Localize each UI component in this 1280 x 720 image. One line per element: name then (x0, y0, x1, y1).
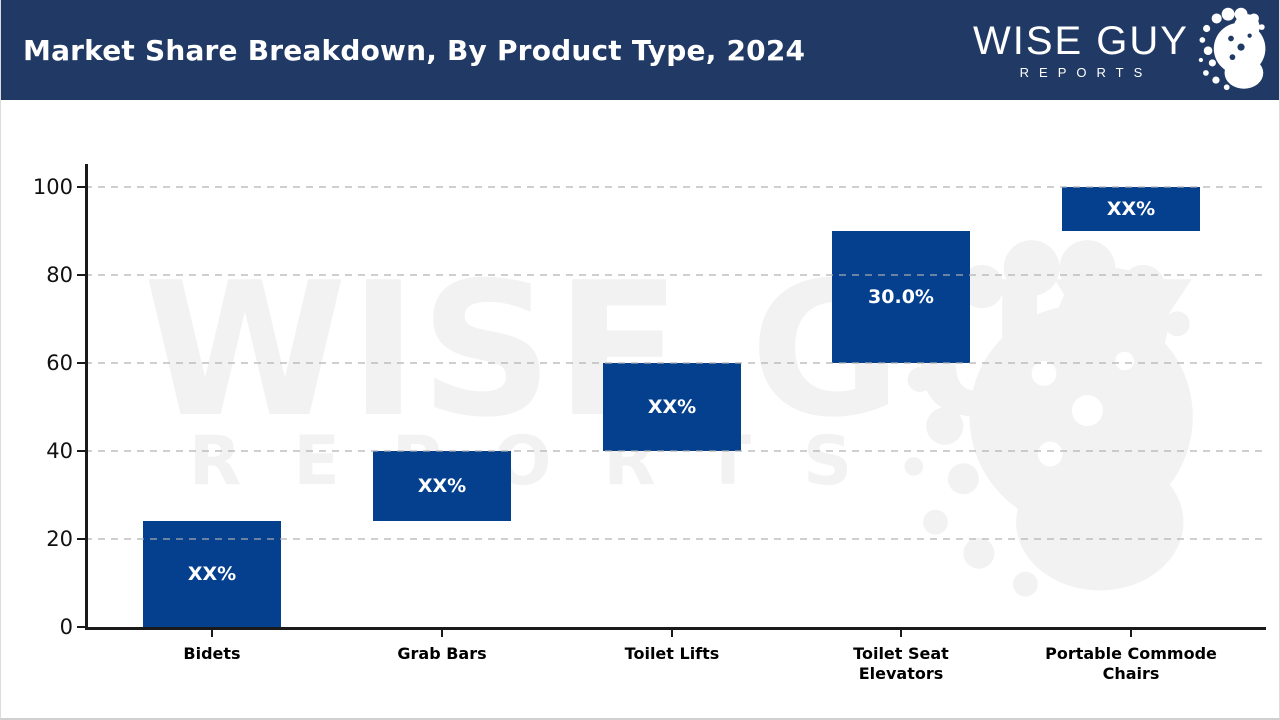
y-tick-label: 100 (32, 175, 73, 199)
y-tick-label: 0 (59, 615, 73, 639)
gridline (85, 186, 1266, 188)
y-tick-mark (77, 362, 85, 364)
logo-wordmark: WISE GUY (972, 18, 1189, 63)
y-tick-label: 40 (46, 439, 73, 463)
bar-value-label: XX% (1106, 198, 1156, 220)
bar-value-label: XX% (647, 396, 697, 418)
y-tick-label: 20 (46, 527, 73, 551)
bar-value-label: XX% (187, 563, 237, 586)
y-tick-label: 80 (46, 263, 73, 287)
x-category-label: Toilet Seat Elevators (853, 644, 949, 683)
y-tick-label: 60 (46, 351, 73, 375)
x-category-label: Toilet Lifts (624, 644, 720, 663)
watermark-subtitle: REPORTS (189, 422, 905, 501)
logo-subtitle: REPORTS (1019, 64, 1153, 80)
y-tick-mark (77, 274, 85, 276)
bar-portable-commode-chairs (1062, 187, 1200, 231)
bar-grab-bars (373, 451, 511, 522)
y-tick-mark (77, 450, 85, 452)
y-tick-mark (77, 538, 85, 540)
gridline (85, 362, 1266, 364)
x-tick-mark (1130, 629, 1132, 637)
logo-text: WISE GUY REPORTS (973, 21, 1189, 80)
gridline (85, 274, 1266, 276)
bar-value-label: XX% (417, 475, 467, 498)
y-tick-mark (77, 186, 85, 188)
x-category-label: Portable Commode Chairs (1045, 644, 1217, 683)
gridline (85, 450, 1266, 452)
x-category-label: Bidets (183, 644, 241, 663)
chart-title: Market Share Breakdown, By Product Type,… (23, 33, 806, 67)
x-category-label: Grab Bars (397, 644, 487, 663)
x-tick-mark (211, 629, 213, 637)
x-tick-mark (671, 629, 673, 637)
y-tick-mark (77, 626, 85, 628)
y-axis-spine (85, 164, 88, 629)
wiseguy-logo: WISE GUY REPORTS (973, 7, 1267, 93)
gridline (85, 538, 1266, 540)
x-tick-mark (900, 629, 902, 637)
bar-toilet-lifts (603, 363, 741, 451)
x-axis-spine (85, 627, 1266, 630)
bar-value-label: 30.0% (868, 286, 934, 308)
x-tick-mark (441, 629, 443, 637)
header: Market Share Breakdown, By Product Type,… (1, 0, 1279, 100)
wiseguy-head-icon (1198, 7, 1266, 91)
